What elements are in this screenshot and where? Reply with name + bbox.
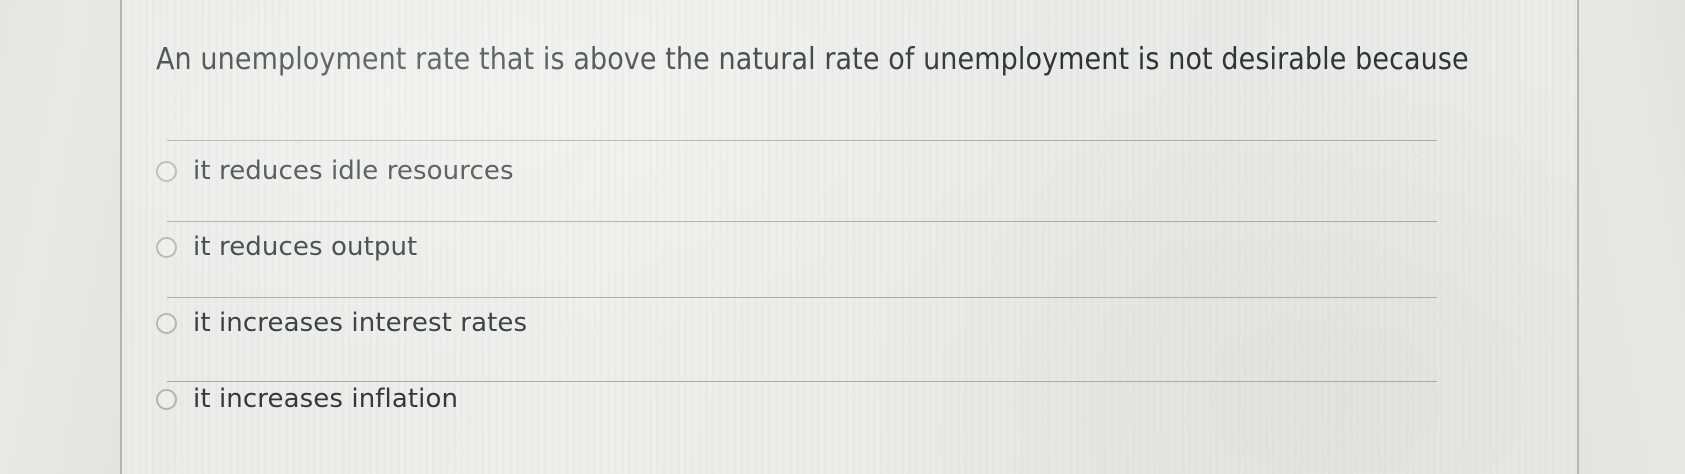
quiz-card: An unemployment rate that is above the n… (122, 0, 1577, 474)
answer-option-2[interactable]: it reduces output (156, 224, 417, 270)
radio-unselected-icon[interactable] (156, 160, 177, 182)
option-divider (167, 381, 1437, 382)
question-text: An unemployment rate that is above the n… (156, 42, 1469, 77)
radio-unselected-icon[interactable] (156, 236, 177, 258)
answer-option-label: it reduces output (193, 232, 418, 262)
left-gutter (0, 0, 121, 474)
answer-option-3[interactable]: it increases interest rates (156, 300, 527, 346)
option-divider (167, 297, 1437, 298)
left-vertical-rule (120, 0, 122, 474)
answer-option-4[interactable]: it increases inflation (156, 376, 458, 422)
right-vertical-rule (1577, 0, 1579, 474)
answer-option-label: it increases inflation (193, 384, 459, 414)
option-divider (167, 140, 1437, 141)
option-divider (167, 221, 1437, 222)
radio-unselected-icon[interactable] (156, 388, 177, 410)
radio-unselected-icon[interactable] (156, 312, 177, 334)
answer-option-label: it increases interest rates (193, 308, 528, 338)
answer-option-label: it reduces idle resources (193, 156, 514, 186)
right-gutter (1579, 0, 1685, 474)
answer-option-1[interactable]: it reduces idle resources (156, 148, 514, 194)
